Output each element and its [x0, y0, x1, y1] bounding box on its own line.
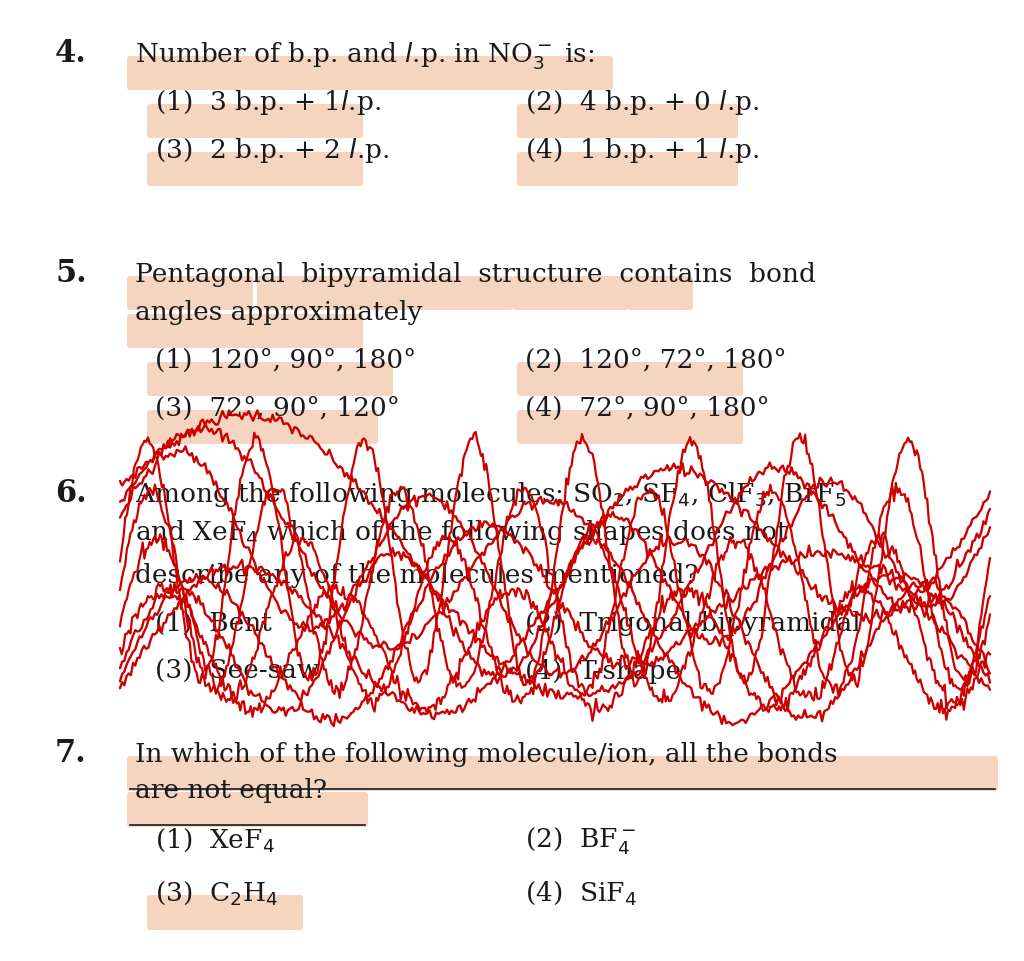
Text: (4)  SiF$_4$: (4) SiF$_4$ [525, 878, 637, 906]
FancyBboxPatch shape [127, 792, 368, 827]
Text: 4.: 4. [55, 38, 87, 69]
FancyBboxPatch shape [517, 410, 743, 445]
FancyBboxPatch shape [512, 277, 628, 310]
FancyBboxPatch shape [627, 277, 693, 310]
Text: angles approximately: angles approximately [135, 300, 422, 325]
Text: (4)  72°, 90°, 180°: (4) 72°, 90°, 180° [525, 396, 770, 421]
Text: (2)  BF$_4^-$: (2) BF$_4^-$ [525, 825, 636, 856]
Text: describe any of the molecules mentioned?: describe any of the molecules mentioned? [135, 562, 698, 587]
FancyBboxPatch shape [517, 105, 738, 138]
FancyBboxPatch shape [147, 153, 362, 186]
Text: (2)  120°, 72°, 180°: (2) 120°, 72°, 180° [525, 348, 786, 373]
Text: (3)  2 b.p. + 2 $l$.p.: (3) 2 b.p. + 2 $l$.p. [155, 136, 389, 165]
Text: (2)  4 b.p. + 0 $l$.p.: (2) 4 b.p. + 0 $l$.p. [525, 87, 760, 117]
Text: (3)  C$_2$H$_4$: (3) C$_2$H$_4$ [155, 878, 278, 906]
FancyBboxPatch shape [127, 57, 613, 91]
Text: Number of b.p. and $l$.p. in NO$_3^-$ is:: Number of b.p. and $l$.p. in NO$_3^-$ is… [135, 40, 595, 71]
Text: (4)  1 b.p. + 1 $l$.p.: (4) 1 b.p. + 1 $l$.p. [525, 136, 760, 165]
Text: (4)  T-shape: (4) T-shape [525, 658, 681, 683]
FancyBboxPatch shape [147, 105, 362, 138]
Text: (2)  Trigonal bipyramidal: (2) Trigonal bipyramidal [525, 610, 860, 635]
FancyBboxPatch shape [147, 410, 378, 445]
Text: (1)  Bent: (1) Bent [155, 610, 271, 635]
Text: 6.: 6. [55, 478, 87, 508]
Text: Among the following molecules: SO$_2$, SF$_4$, ClF$_3$, BrF$_5$: Among the following molecules: SO$_2$, S… [135, 480, 846, 508]
Text: 7.: 7. [55, 737, 87, 768]
FancyBboxPatch shape [392, 277, 513, 310]
Text: and XeF$_4$ which of the following shapes does not: and XeF$_4$ which of the following shape… [135, 517, 788, 547]
FancyBboxPatch shape [147, 362, 393, 397]
FancyBboxPatch shape [127, 756, 998, 791]
FancyBboxPatch shape [127, 277, 253, 310]
FancyBboxPatch shape [517, 362, 743, 397]
Text: Pentagonal  bipyramidal  structure  contains  bond: Pentagonal bipyramidal structure contain… [135, 261, 816, 286]
Text: In which of the following molecule/ion, all the bonds: In which of the following molecule/ion, … [135, 741, 838, 766]
Text: (1)  3 b.p. + 1$l$.p.: (1) 3 b.p. + 1$l$.p. [155, 87, 381, 117]
Text: (3)  72°, 90°, 120°: (3) 72°, 90°, 120° [155, 396, 400, 421]
Text: (1)  XeF$_4$: (1) XeF$_4$ [155, 825, 274, 853]
Text: are not equal?: are not equal? [135, 777, 327, 802]
FancyBboxPatch shape [517, 153, 738, 186]
FancyBboxPatch shape [127, 314, 362, 349]
Text: (3)  See-saw: (3) See-saw [155, 658, 319, 683]
FancyBboxPatch shape [147, 895, 303, 930]
FancyBboxPatch shape [257, 277, 393, 310]
Text: 5.: 5. [55, 258, 87, 288]
Text: (1)  120°, 90°, 180°: (1) 120°, 90°, 180° [155, 348, 416, 373]
